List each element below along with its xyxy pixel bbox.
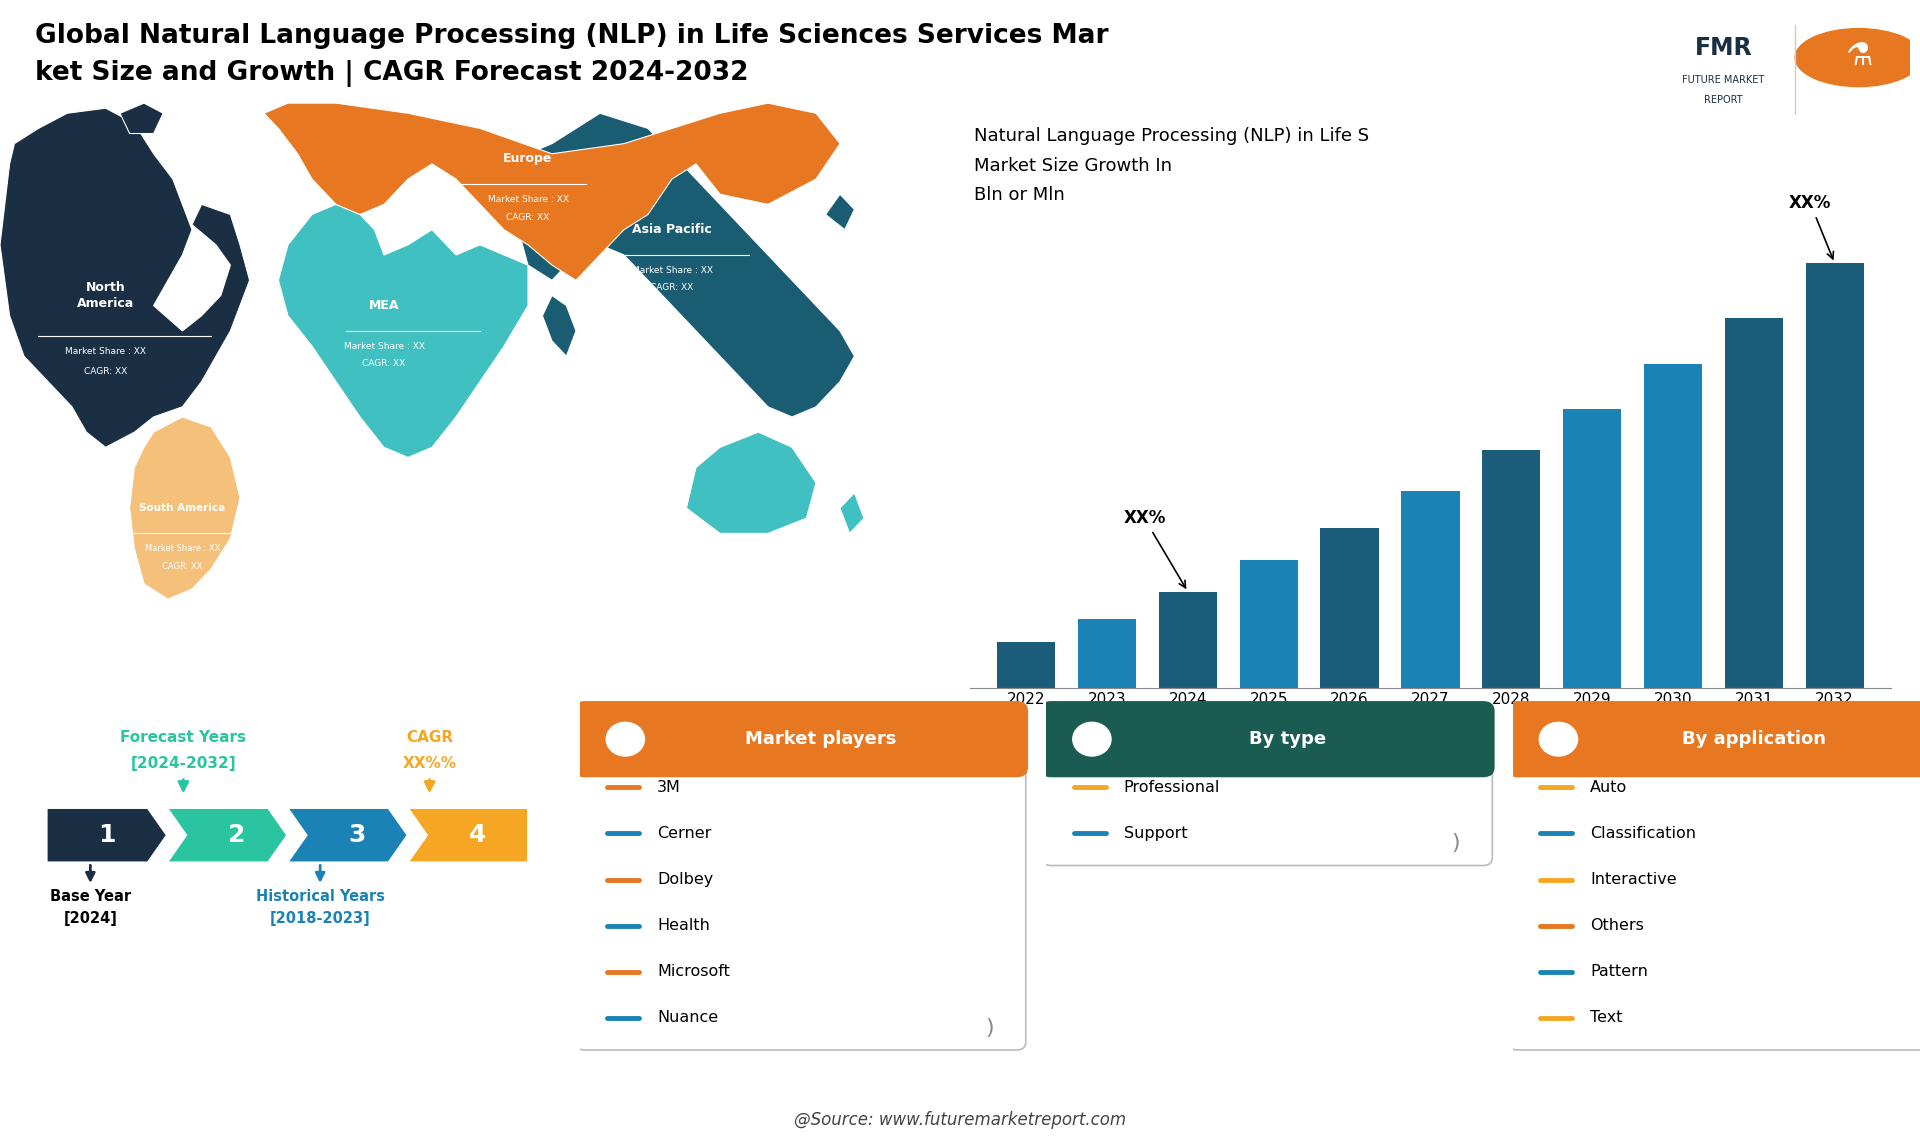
Text: Market Share : XX: Market Share : XX xyxy=(488,195,568,204)
Text: [2024-2032]: [2024-2032] xyxy=(131,755,236,770)
Text: ⚗: ⚗ xyxy=(1845,44,1872,72)
Text: CAGR: XX: CAGR: XX xyxy=(363,360,405,368)
Text: Base Year: Base Year xyxy=(50,889,131,904)
Text: CAGR: XX: CAGR: XX xyxy=(84,367,127,376)
Polygon shape xyxy=(167,808,288,863)
Text: 2: 2 xyxy=(228,823,246,847)
Text: South America: South America xyxy=(140,503,225,513)
FancyBboxPatch shape xyxy=(572,701,1027,777)
Text: 3M: 3M xyxy=(657,779,682,795)
Polygon shape xyxy=(288,808,407,863)
Text: Pattern: Pattern xyxy=(1590,964,1647,980)
Text: XX%: XX% xyxy=(1123,509,1185,588)
Text: Market players: Market players xyxy=(745,730,897,748)
Text: Nuance: Nuance xyxy=(657,1011,718,1026)
Text: Natural Language Processing (NLP) in Life S
Market Size Growth In
Bln or Mln: Natural Language Processing (NLP) in Lif… xyxy=(973,127,1369,204)
Bar xyxy=(1077,619,1137,688)
Polygon shape xyxy=(46,808,167,863)
FancyBboxPatch shape xyxy=(1505,701,1920,777)
Text: FUTURE MARKET: FUTURE MARKET xyxy=(1682,74,1764,85)
Polygon shape xyxy=(841,493,864,533)
Text: CAGR: XX: CAGR: XX xyxy=(507,212,549,221)
Bar xyxy=(1563,409,1620,688)
Text: 3: 3 xyxy=(348,823,367,847)
Polygon shape xyxy=(518,113,854,417)
Text: Market Share : XX: Market Share : XX xyxy=(144,544,221,554)
Text: Market Share : XX: Market Share : XX xyxy=(65,346,146,355)
Polygon shape xyxy=(278,204,528,457)
Text: XX%%: XX%% xyxy=(403,755,457,770)
Text: ): ) xyxy=(985,1018,995,1038)
Polygon shape xyxy=(131,417,240,599)
Polygon shape xyxy=(0,108,250,447)
Bar xyxy=(1644,363,1701,688)
Text: XX%: XX% xyxy=(1789,195,1834,259)
Text: MEA: MEA xyxy=(369,299,399,312)
Text: North
America: North America xyxy=(77,281,134,309)
Text: Interactive: Interactive xyxy=(1590,872,1676,887)
Text: ): ) xyxy=(1452,833,1461,854)
Text: Support: Support xyxy=(1123,826,1187,841)
Polygon shape xyxy=(543,296,576,356)
Text: Historical Years: Historical Years xyxy=(255,889,384,904)
Text: Health: Health xyxy=(657,918,710,933)
Text: Market Share : XX: Market Share : XX xyxy=(344,342,424,351)
Text: Market Share : XX: Market Share : XX xyxy=(632,266,712,275)
Polygon shape xyxy=(265,103,841,281)
Text: Global Natural Language Processing (NLP) in Life Sciences Services Mar: Global Natural Language Processing (NLP)… xyxy=(35,23,1108,49)
Text: CAGR: XX: CAGR: XX xyxy=(161,562,204,571)
Text: 1: 1 xyxy=(98,823,115,847)
Bar xyxy=(1160,591,1217,688)
Text: Europe: Europe xyxy=(503,152,553,165)
Bar xyxy=(1482,450,1540,688)
Text: [2024]: [2024] xyxy=(63,911,117,926)
Bar xyxy=(996,642,1056,688)
Text: CAGR: XX: CAGR: XX xyxy=(651,283,693,292)
Text: Asia Pacific: Asia Pacific xyxy=(632,223,712,236)
Circle shape xyxy=(1540,722,1578,756)
Text: Microsoft: Microsoft xyxy=(657,964,730,980)
Text: Dolbey: Dolbey xyxy=(657,872,714,887)
Bar xyxy=(1321,528,1379,688)
Text: REPORT: REPORT xyxy=(1703,95,1743,104)
Text: Forecast Years: Forecast Years xyxy=(121,730,246,745)
Bar xyxy=(1805,264,1864,688)
Polygon shape xyxy=(407,808,528,863)
Circle shape xyxy=(1073,722,1112,756)
Circle shape xyxy=(1795,29,1920,87)
Text: Text: Text xyxy=(1590,1011,1622,1026)
Bar xyxy=(1240,559,1298,688)
FancyBboxPatch shape xyxy=(1039,701,1494,777)
Text: @Source: www.futuremarketreport.com: @Source: www.futuremarketreport.com xyxy=(795,1110,1125,1129)
Text: Cerner: Cerner xyxy=(657,826,712,841)
Polygon shape xyxy=(687,432,816,533)
Text: By application: By application xyxy=(1682,730,1826,748)
Text: CAGR: CAGR xyxy=(405,730,453,745)
Text: 4: 4 xyxy=(468,823,486,847)
Text: FMR: FMR xyxy=(1693,37,1753,61)
Text: Others: Others xyxy=(1590,918,1644,933)
Text: [2018-2023]: [2018-2023] xyxy=(271,911,371,926)
Text: Classification: Classification xyxy=(1590,826,1695,841)
Text: By type: By type xyxy=(1250,730,1327,748)
Polygon shape xyxy=(826,194,854,229)
Text: Professional: Professional xyxy=(1123,779,1219,795)
Text: ket Size and Growth | CAGR Forecast 2024-2032: ket Size and Growth | CAGR Forecast 2024… xyxy=(35,60,749,87)
Text: Auto: Auto xyxy=(1590,779,1628,795)
Bar xyxy=(1402,492,1459,688)
Polygon shape xyxy=(119,103,163,133)
Bar xyxy=(1724,317,1784,688)
Circle shape xyxy=(607,722,645,756)
